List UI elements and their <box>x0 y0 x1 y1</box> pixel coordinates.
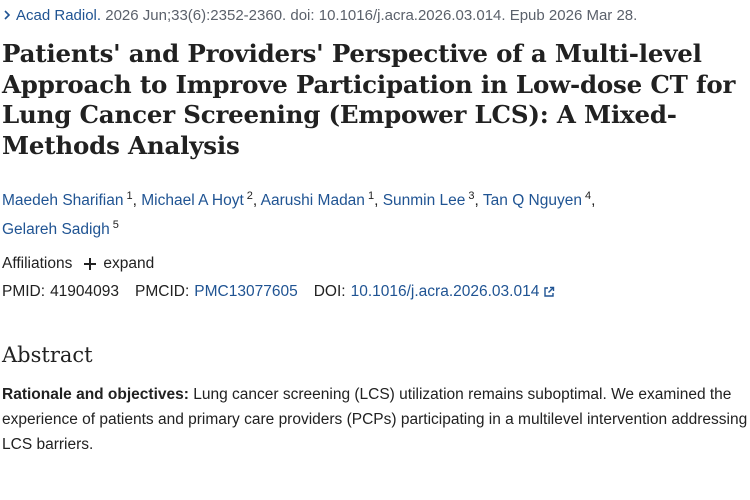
abstract-paragraph: Rationale and objectives: Lung cancer sc… <box>2 382 748 457</box>
journal-link[interactable]: Acad Radiol. <box>16 7 102 24</box>
abstract-section-label: Rationale and objectives: <box>2 386 189 403</box>
author-affiliation-number[interactable]: 4 <box>584 190 592 202</box>
citation-line: Acad Radiol. 2026 Jun;33(6):2352-2360. d… <box>2 5 748 27</box>
citation-details: 2026 Jun;33(6):2352-2360. doi: 10.1016/j… <box>105 7 638 24</box>
author-link[interactable]: Maedeh Sharifian <box>2 192 124 209</box>
article-header: Acad Radiol. 2026 Jun;33(6):2352-2360. d… <box>2 0 748 473</box>
author-affiliation-number[interactable]: 1 <box>126 190 133 202</box>
author-link[interactable]: Gelareh Sadigh <box>2 221 110 238</box>
pmcid-link[interactable]: PMC13077605 <box>194 283 298 300</box>
author-link[interactable]: Aarushi Madan <box>260 192 365 209</box>
plus-icon <box>84 258 97 270</box>
affiliations-label: Affiliations <box>2 255 73 272</box>
doi-label: DOI: <box>313 283 346 300</box>
author-link[interactable]: Sunmin Lee <box>382 192 466 209</box>
doi-value: 10.1016/j.acra.2026.03.014 <box>350 283 540 300</box>
authors-list: Maedeh Sharifian 1, Michael A Hoyt 2, Aaru… <box>2 190 596 238</box>
pmcid-label: PMCID: <box>135 283 190 300</box>
affiliations-row: Affiliations expand <box>2 253 748 275</box>
author-affiliation-number[interactable]: 1 <box>367 190 375 202</box>
author-link[interactable]: Tan Q Nguyen <box>482 192 582 209</box>
identifiers-row: PMID: 41904093 PMCID: PMC13077605 DOI: 1… <box>2 281 748 303</box>
author-affiliation-number[interactable]: 3 <box>468 190 475 202</box>
pmid-value: 41904093 <box>50 283 120 300</box>
chevron-right-icon <box>4 10 11 20</box>
author-link[interactable]: Michael A Hoyt <box>141 192 244 209</box>
article-title: Patients' and Providers' Perspective of … <box>2 39 736 160</box>
author-affiliation-number[interactable]: 5 <box>112 219 119 231</box>
doi-link[interactable]: 10.1016/j.acra.2026.03.014 <box>351 281 556 303</box>
abstract-heading: Abstract <box>2 343 93 367</box>
pmid-label: PMID: <box>2 283 46 300</box>
author-affiliation-number[interactable]: 2 <box>246 190 253 202</box>
affiliations-expand-button[interactable]: expand <box>84 253 154 275</box>
abstract-section-text: Lung cancer screening (LCS) utilization … <box>2 386 748 453</box>
external-link-icon <box>544 286 555 297</box>
expand-label: expand <box>103 255 155 272</box>
